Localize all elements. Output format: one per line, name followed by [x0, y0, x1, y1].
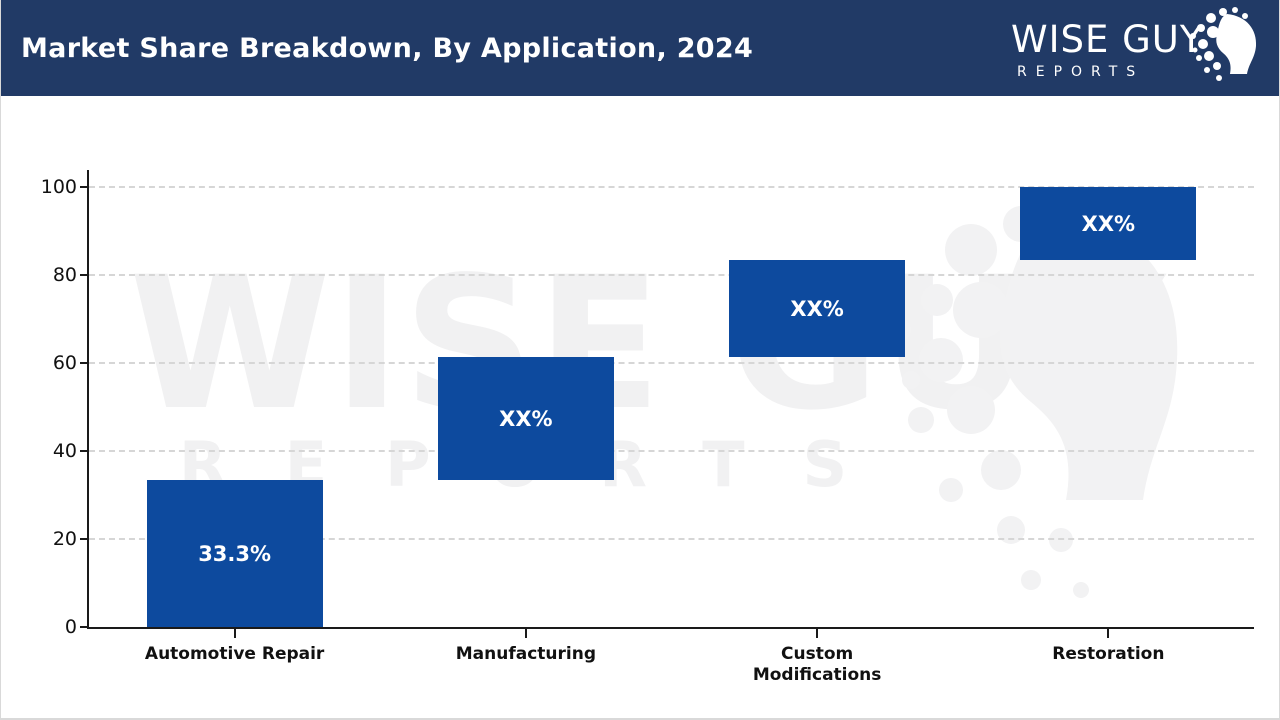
bar-value-label: XX% [499, 406, 553, 431]
y-tick-label: 40 [52, 440, 77, 462]
x-tick-mark [524, 629, 527, 638]
y-tick-mark [80, 362, 88, 364]
y-tick-mark [80, 450, 88, 452]
x-category-label: Restoration [1052, 644, 1165, 664]
y-tick-label: 0 [64, 616, 77, 638]
y-tick-mark [80, 626, 88, 628]
y-tick-label: 20 [52, 528, 77, 550]
bar-value-label: 33.3% [198, 541, 272, 566]
bar-manufacturing: XX% [437, 357, 614, 481]
x-tick-mark [1107, 629, 1110, 638]
bar-custom-modifications: XX% [729, 260, 906, 358]
page-title: Market Share Breakdown, By Application, … [21, 32, 754, 64]
logo-wordmark: WISE GUY [1011, 18, 1203, 61]
gridline-y60 [89, 362, 1254, 364]
y-tick-label: 60 [52, 352, 77, 374]
bar-automotive-repair: 33.3% [146, 480, 323, 627]
header-band: Market Share Breakdown, By Application, … [1, 0, 1279, 96]
y-tick-label: 100 [40, 176, 77, 198]
x-category-label: Automotive Repair [144, 644, 325, 664]
x-category-label: Custom Modifications [752, 644, 882, 686]
bar-value-label: XX% [790, 296, 844, 321]
wise-guy-reports-logo: WISE GUY REPORTS [1011, 7, 1257, 81]
y-tick-label: 80 [52, 264, 77, 286]
x-category-label: Manufacturing [455, 644, 596, 664]
gridline-y40 [89, 450, 1254, 452]
y-tick-mark [80, 186, 88, 188]
x-tick-mark [816, 629, 819, 638]
bar-restoration: XX% [1020, 187, 1197, 261]
logo-subtext: REPORTS [1017, 64, 1144, 80]
x-tick-mark [233, 629, 236, 638]
y-axis-line [87, 170, 89, 629]
waterfall-chart: 0 20 40 60 80 100 33.3% Automotive Repair XX% Man… [1, 96, 1279, 718]
gridline-y80 [89, 274, 1254, 276]
y-tick-mark [80, 538, 88, 540]
y-tick-mark [80, 274, 88, 276]
x-axis-line [87, 627, 1254, 629]
gridline-y20 [89, 538, 1254, 540]
bar-value-label: XX% [1081, 211, 1136, 236]
dotted-head-icon [1190, 7, 1257, 81]
gridline-y100 [89, 186, 1254, 188]
